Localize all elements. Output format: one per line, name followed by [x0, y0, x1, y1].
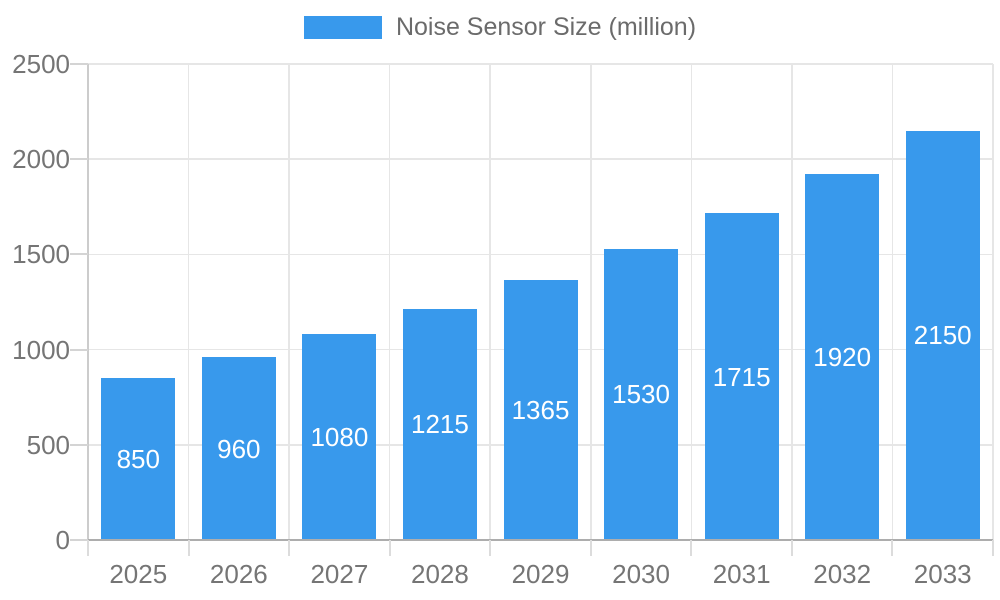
- y-axis-tick: [70, 539, 88, 541]
- x-axis-tick: [187, 540, 190, 556]
- y-axis-label: 2500: [12, 49, 70, 79]
- plot-area: 850 960 1080 1215 1365 1530 1715 1920 2150: [88, 63, 994, 540]
- y-axis-label: 1000: [12, 334, 70, 365]
- legend-swatch-icon: [303, 16, 382, 39]
- gridline-vertical: [690, 64, 693, 540]
- x-axis-tick: [388, 540, 391, 556]
- bar-value-label: 1365: [511, 395, 570, 426]
- gridline-vertical: [791, 64, 793, 540]
- x-axis-tick: [992, 540, 994, 556]
- gridline-vertical: [891, 64, 894, 540]
- bar: 1920: [805, 174, 880, 540]
- x-axis-label: 2031: [712, 559, 771, 589]
- y-axis-tick: [70, 158, 88, 161]
- x-axis-line: [87, 538, 993, 541]
- gridline-vertical: [992, 64, 994, 540]
- legend: Noise Sensor Size (million): [0, 15, 1000, 40]
- bar: 1365: [503, 280, 578, 540]
- x-axis-tick: [589, 540, 592, 556]
- bar-value-label: 1215: [411, 409, 469, 440]
- bar-value-label: 850: [116, 444, 160, 475]
- x-axis-tick: [288, 540, 291, 556]
- legend-label: Noise Sensor Size (million): [395, 13, 697, 41]
- bar-value-label: 1715: [712, 361, 771, 392]
- y-axis-label: 2000: [12, 144, 70, 175]
- gridline-horizontal: [88, 158, 993, 160]
- y-axis-label: 1500: [12, 239, 70, 270]
- x-axis-tick: [87, 540, 89, 556]
- y-axis-label: 500: [26, 429, 70, 460]
- y-axis-tick: [70, 253, 88, 256]
- gridline-vertical: [288, 64, 290, 540]
- y-axis-tick: [70, 348, 88, 351]
- bar: 1215: [402, 308, 477, 540]
- x-axis-label: 2028: [411, 559, 469, 589]
- bar: 2150: [905, 130, 980, 540]
- bar: 1080: [302, 334, 377, 540]
- x-axis-tick: [790, 540, 793, 556]
- gridline-vertical: [590, 64, 592, 540]
- bar-value-label: 1080: [310, 422, 369, 453]
- x-axis-label: 2032: [813, 559, 872, 589]
- x-axis-label: 2027: [310, 559, 369, 589]
- x-axis-label: 2033: [913, 559, 972, 589]
- x-axis-label: 2025: [109, 559, 168, 589]
- bar: 1715: [704, 213, 779, 540]
- bar-value-label: 2150: [913, 320, 972, 351]
- gridline-vertical: [489, 64, 491, 540]
- x-axis-label: 2026: [209, 559, 268, 589]
- x-axis-tick: [891, 540, 894, 556]
- bar-value-label: 1920: [813, 342, 872, 373]
- x-axis-tick: [489, 540, 492, 556]
- x-axis-label: 2030: [612, 559, 670, 589]
- bar: 960: [201, 357, 276, 540]
- x-axis-tick: [690, 540, 693, 556]
- gridline-horizontal: [88, 253, 993, 256]
- y-axis-line: [86, 64, 89, 556]
- y-axis-label: 0: [55, 525, 70, 555]
- gridline-vertical: [388, 64, 391, 540]
- bar-value-label: 960: [217, 433, 261, 464]
- y-axis-tick: [70, 443, 88, 446]
- x-axis-label: 2029: [511, 559, 570, 589]
- gridline-horizontal: [88, 63, 993, 65]
- gridline-vertical: [187, 64, 190, 540]
- bar: 1530: [604, 248, 679, 540]
- bar: 850: [101, 378, 176, 540]
- y-axis-tick: [70, 63, 88, 65]
- bar-value-label: 1530: [612, 379, 670, 410]
- legend-item[interactable]: Noise Sensor Size (million): [303, 13, 697, 41]
